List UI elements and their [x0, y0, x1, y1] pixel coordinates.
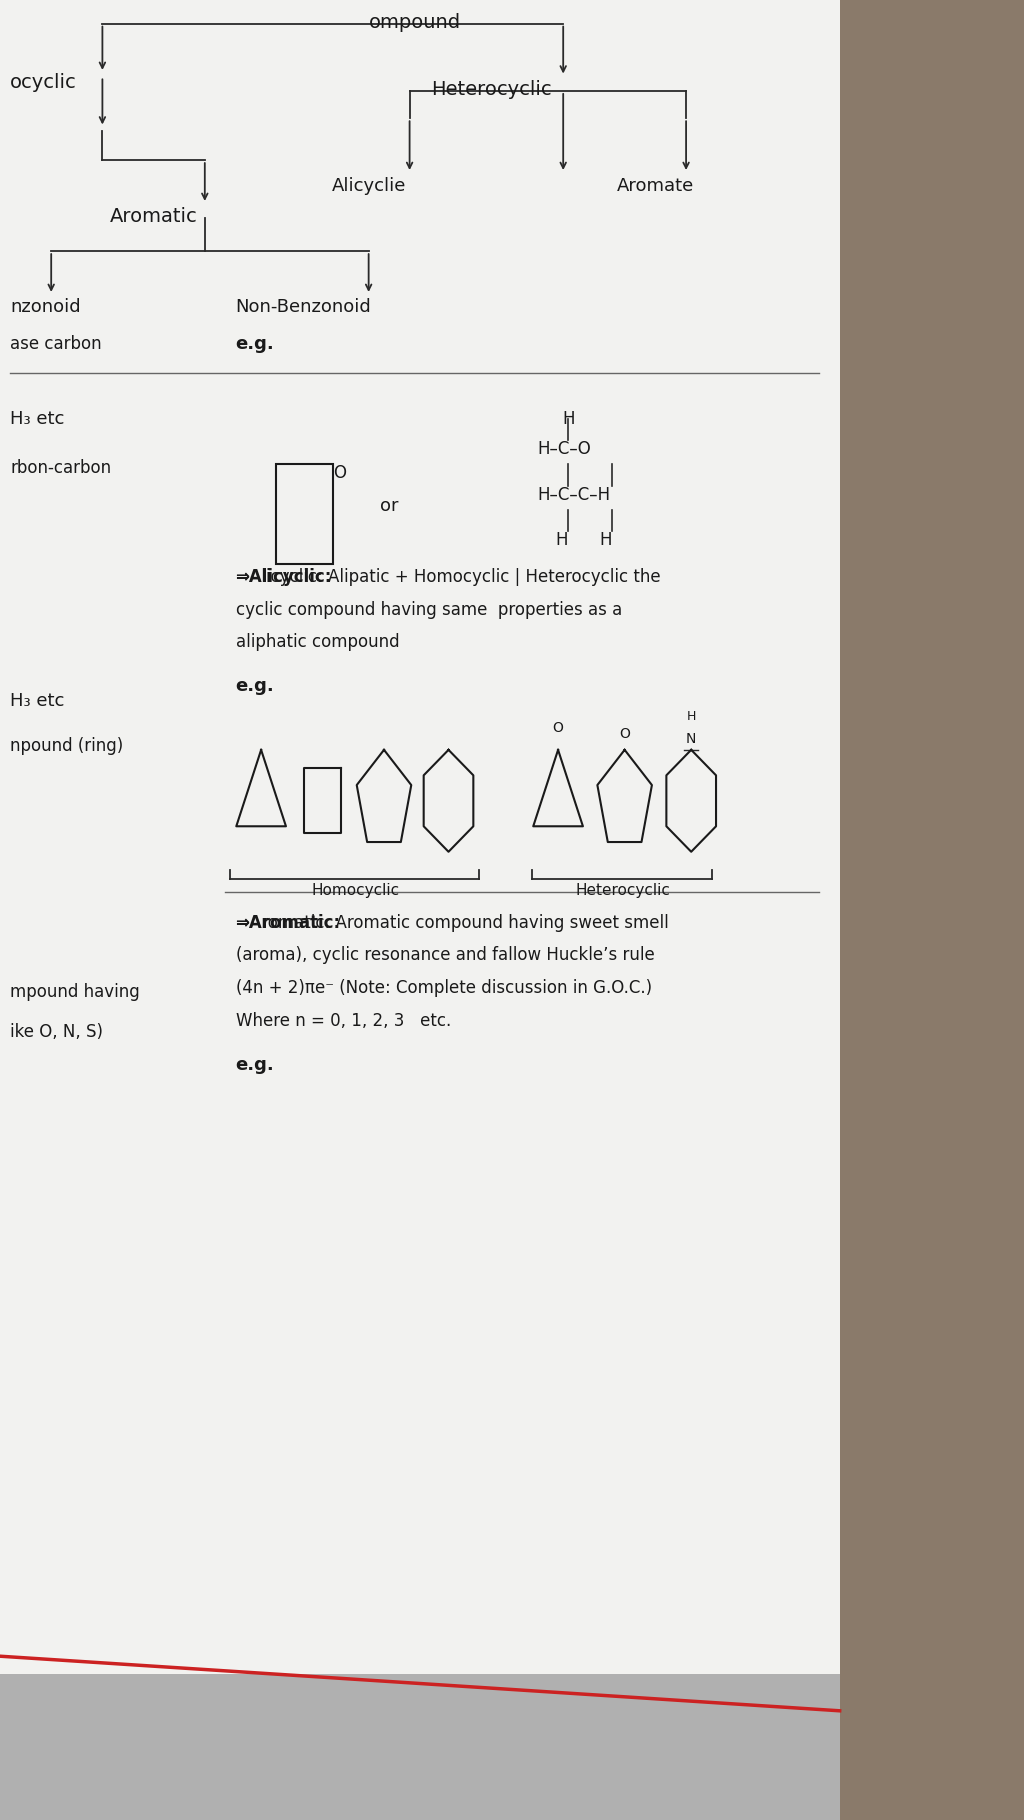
- Text: or: or: [380, 497, 398, 515]
- Text: H–C–O: H–C–O: [538, 440, 591, 459]
- Text: Alicyclie: Alicyclie: [332, 177, 406, 195]
- Text: ocyclic: ocyclic: [10, 73, 77, 91]
- Text: e.g.: e.g.: [236, 1056, 274, 1074]
- Text: ⇒Alicyclic:: ⇒Alicyclic:: [236, 568, 332, 586]
- Text: O: O: [553, 721, 563, 735]
- Text: H₃ etc: H₃ etc: [10, 692, 65, 710]
- Text: O: O: [333, 464, 346, 482]
- Text: Aromate: Aromate: [616, 177, 694, 195]
- Text: ompound: ompound: [369, 13, 461, 31]
- Text: O: O: [620, 726, 630, 741]
- Text: e.g.: e.g.: [236, 335, 274, 353]
- Text: ⇒Aromatic:: ⇒Aromatic:: [236, 914, 341, 932]
- Text: (4n + 2)πe⁻ (Note: Complete discussion in G.O.C.): (4n + 2)πe⁻ (Note: Complete discussion i…: [236, 979, 651, 997]
- Text: H₃ etc: H₃ etc: [10, 410, 65, 428]
- Text: (aroma), cyclic resonance and fallow Huckle’s rule: (aroma), cyclic resonance and fallow Huc…: [236, 946, 654, 965]
- Text: N: N: [686, 732, 696, 746]
- Text: H–C–C–H: H–C–C–H: [538, 486, 610, 504]
- Text: H: H: [562, 410, 574, 428]
- Text: npound (ring): npound (ring): [10, 737, 124, 755]
- Text: e.g.: e.g.: [236, 677, 274, 695]
- Text: Aromatic: Aromatic: [110, 207, 198, 226]
- Text: Heterocyclic: Heterocyclic: [431, 80, 552, 98]
- Text: ⇒Alicyclic: Alipatic + Homocyclic | Heterocyclic the: ⇒Alicyclic: Alipatic + Homocyclic | Hete…: [236, 568, 660, 586]
- Text: cyclic compound having same  properties as a: cyclic compound having same properties a…: [236, 601, 622, 619]
- Bar: [276, 464, 333, 564]
- Text: Where n = 0, 1, 2, 3   etc.: Where n = 0, 1, 2, 3 etc.: [236, 1012, 451, 1030]
- Bar: [0, 0, 840, 1765]
- Text: ase carbon: ase carbon: [10, 335, 101, 353]
- Bar: [0, 1674, 840, 1820]
- Text: Homocyclic: Homocyclic: [311, 883, 399, 897]
- Text: nzonoid: nzonoid: [10, 298, 81, 317]
- Text: Non-Benzonoid: Non-Benzonoid: [236, 298, 372, 317]
- Text: Heterocyclic: Heterocyclic: [575, 883, 670, 897]
- Text: ⇒Aromatic: Aromatic compound having sweet smell: ⇒Aromatic: Aromatic compound having swee…: [236, 914, 669, 932]
- Text: H: H: [686, 710, 696, 723]
- Text: ike O, N, S): ike O, N, S): [10, 1023, 103, 1041]
- Text: mpound having: mpound having: [10, 983, 140, 1001]
- Bar: [840, 0, 1024, 1820]
- Text: H: H: [555, 531, 567, 550]
- Text: rbon-carbon: rbon-carbon: [10, 459, 112, 477]
- Text: H: H: [599, 531, 611, 550]
- Text: aliphatic compound: aliphatic compound: [236, 633, 399, 652]
